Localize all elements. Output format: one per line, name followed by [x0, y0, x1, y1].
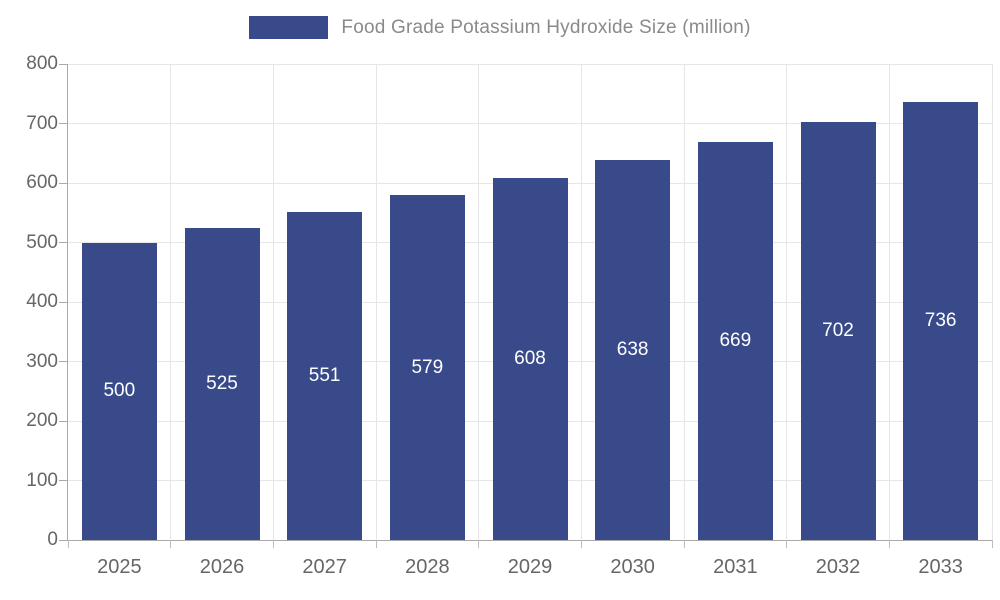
- x-axis-tick: [170, 540, 172, 548]
- bar-value-label: 525: [206, 372, 238, 394]
- y-axis-label: 300: [26, 350, 58, 372]
- bar: 551: [287, 212, 363, 540]
- x-axis-tick: [67, 540, 69, 548]
- y-axis-line: [67, 64, 68, 540]
- x-axis-label: 2026: [199, 556, 245, 578]
- grid-line-x: [272, 64, 274, 540]
- bar-value-label: 500: [103, 380, 136, 402]
- grid-line-x: [375, 64, 377, 540]
- grid-line-y: [68, 63, 992, 65]
- y-axis-tick: [59, 123, 67, 124]
- y-axis-tick: [59, 420, 67, 422]
- grid-line-x: [580, 64, 582, 540]
- grid-line-x: [478, 64, 480, 540]
- bar-value-label: 551: [308, 365, 341, 387]
- x-axis-tick: [888, 540, 890, 548]
- legend-swatch-icon: [249, 16, 329, 39]
- bar: 500: [81, 242, 157, 540]
- bar: 608: [492, 178, 568, 540]
- bar-value-label: 669: [719, 329, 752, 351]
- x-axis-line: [67, 540, 992, 541]
- plot-area: 0 100 200 300 400 500 600 700 800 500 2025 525 2026 5…: [26, 53, 993, 578]
- grid-line-x: [888, 64, 890, 540]
- bar: 702: [800, 122, 876, 540]
- bar: 525: [184, 227, 260, 540]
- x-axis-tick: [683, 540, 685, 548]
- x-axis-label: 2028: [405, 556, 450, 578]
- x-axis-tick: [272, 540, 274, 548]
- y-axis-label: 600: [26, 172, 58, 193]
- x-axis-label: 2031: [713, 556, 758, 578]
- y-axis-label: 200: [26, 410, 58, 431]
- x-axis-label: 2029: [507, 556, 553, 578]
- bar-value-label: 638: [616, 339, 649, 361]
- y-axis-tick: [59, 480, 67, 481]
- legend-label: Food Grade Potassium Hydroxide Size (mil…: [341, 16, 751, 38]
- x-axis-tick: [786, 540, 788, 548]
- y-axis-label: 400: [26, 291, 58, 312]
- y-axis-tick: [59, 63, 67, 65]
- x-axis-tick: [991, 540, 993, 548]
- bar: 736: [903, 102, 979, 540]
- bar: 638: [595, 160, 671, 540]
- y-axis-label: 100: [26, 469, 58, 491]
- grid-line-y: [68, 123, 992, 124]
- x-axis-label: 2032: [815, 556, 861, 578]
- bar-value-label: 608: [514, 348, 546, 370]
- bar: 579: [389, 195, 465, 540]
- x-axis-tick: [375, 540, 377, 548]
- x-axis-label: 2027: [302, 556, 347, 578]
- y-axis-label: 0: [47, 529, 58, 550]
- y-axis-label: 800: [26, 53, 58, 74]
- bar-value-label: 579: [411, 356, 444, 378]
- x-axis-tick: [478, 540, 480, 548]
- chart-legend[interactable]: Food Grade Potassium Hydroxide Size (mil…: [0, 16, 1000, 39]
- y-axis-tick: [59, 301, 67, 303]
- y-axis-tick: [59, 361, 67, 362]
- y-axis-tick: [59, 539, 67, 541]
- bar: 669: [697, 141, 773, 540]
- x-axis-label: 2025: [97, 556, 142, 578]
- y-axis-tick: [59, 182, 67, 184]
- grid-line-x: [170, 64, 172, 540]
- x-axis-tick: [580, 540, 582, 548]
- x-axis-label: 2033: [918, 556, 963, 578]
- bar-value-label: 702: [822, 320, 854, 342]
- y-axis-label: 700: [26, 112, 58, 134]
- y-axis-tick: [59, 242, 67, 243]
- grid-line-x: [683, 64, 685, 540]
- bar-value-label: 736: [924, 310, 957, 332]
- grid-line-x: [786, 64, 788, 540]
- grid-line-x: [991, 64, 993, 540]
- x-axis-label: 2030: [610, 556, 655, 578]
- y-axis-label: 500: [26, 231, 58, 253]
